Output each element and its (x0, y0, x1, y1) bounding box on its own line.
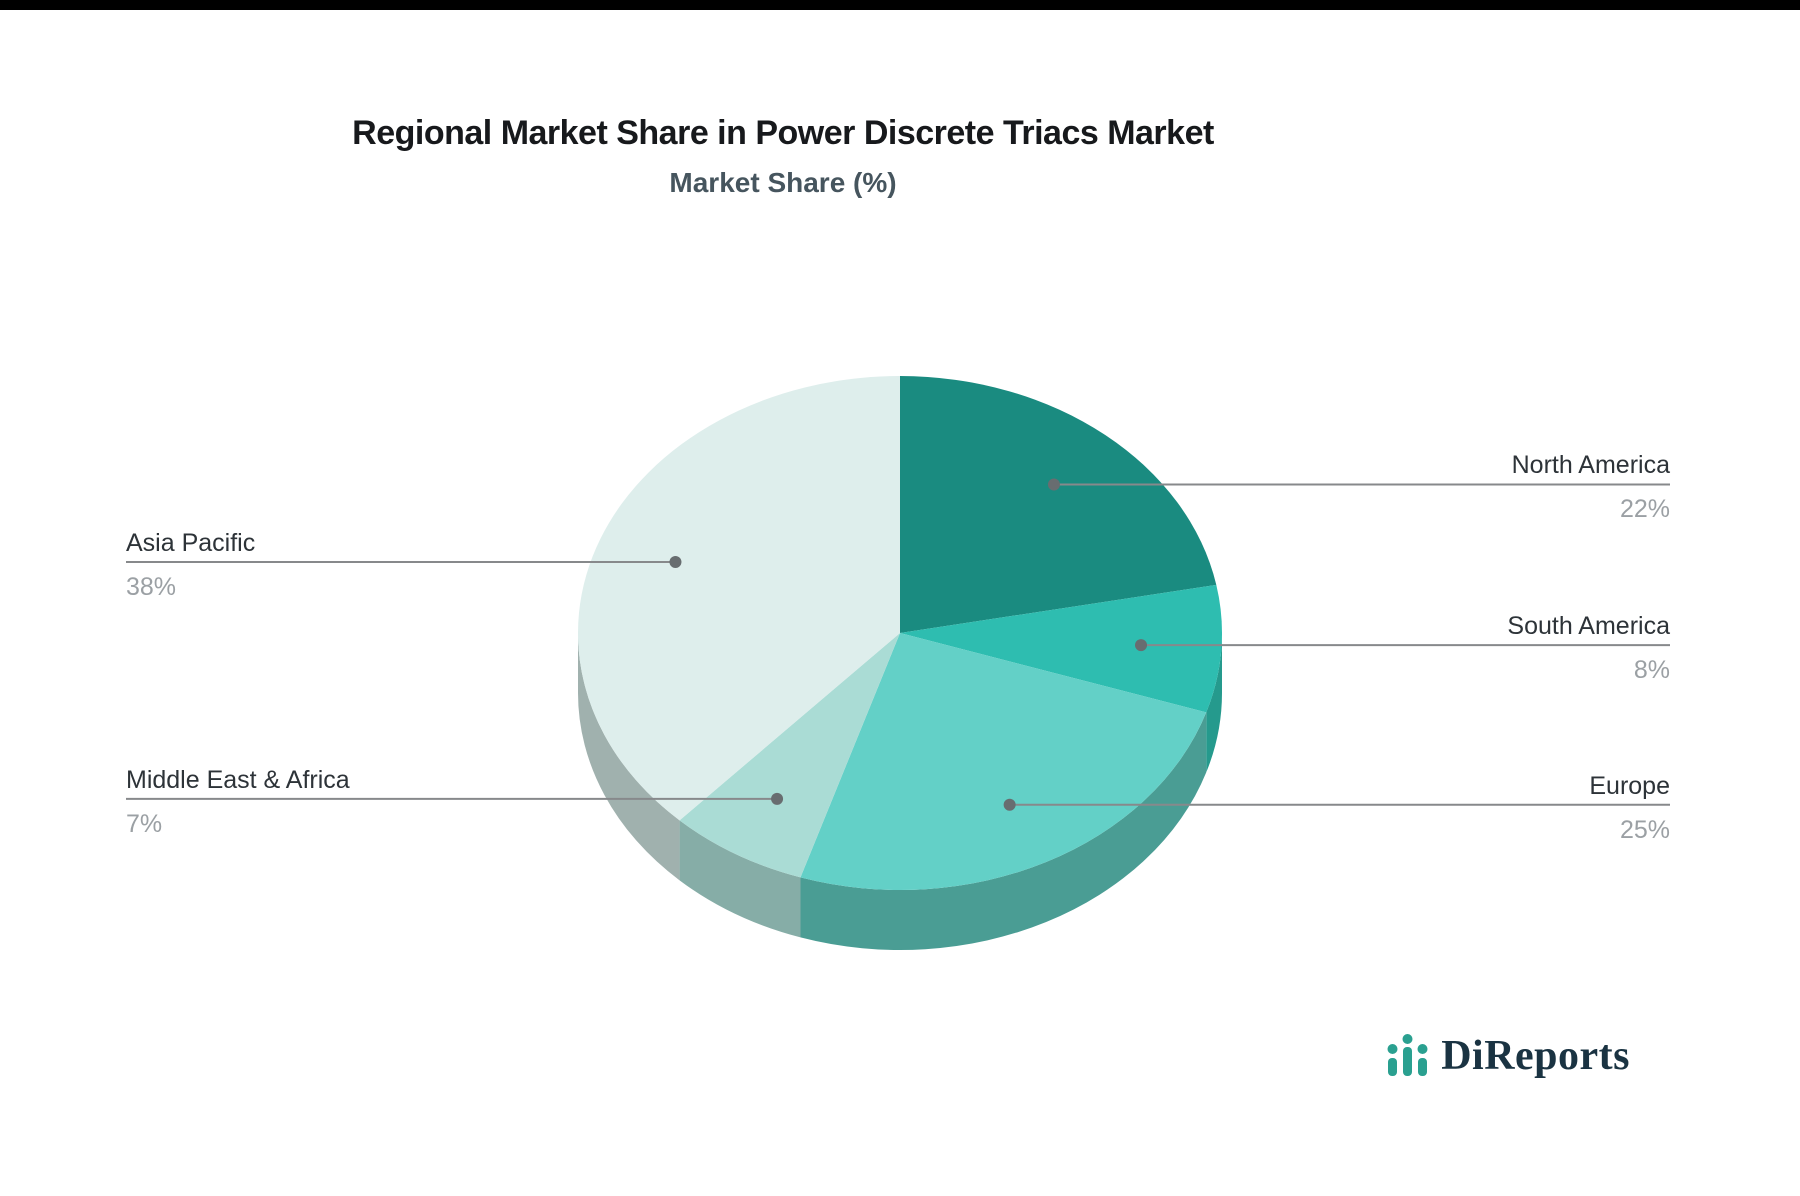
chart-title: Regional Market Share in Power Discrete … (352, 114, 1214, 152)
pie-slice-south-america[interactable] (900, 584, 1222, 713)
chart-header: Regional Market Share in Power Discrete … (0, 112, 1566, 200)
pie-slice-south-america-side (1206, 633, 1222, 773)
callout-dot-europe (1003, 798, 1016, 811)
logo-text: DiReports (1441, 1033, 1630, 1079)
callout-dot-middle-east-africa (771, 792, 784, 805)
pie-slice-europe[interactable] (800, 633, 1207, 891)
pie-slice-middle-east-africa[interactable] (679, 633, 900, 878)
pie-slice-europe-side (800, 712, 1207, 950)
mini-bar-chart-logo-icon (1387, 1034, 1428, 1076)
callout-dot-north-america (1047, 478, 1060, 491)
pie-slice-asia-pacific-side (578, 633, 680, 881)
pie-slice-asia-pacific[interactable] (577, 376, 900, 821)
callout-dot-asia-pacific (669, 556, 682, 569)
top-border-bar (0, 0, 1800, 10)
direports-logo: DiReports (1385, 1030, 1630, 1082)
pie-slice-middle-east-africa-side (679, 820, 801, 938)
chart-subtitle: Market Share (%) (669, 167, 897, 198)
callout-dot-south-america (1135, 639, 1148, 652)
pie-slice-north-america[interactable] (900, 376, 1217, 633)
